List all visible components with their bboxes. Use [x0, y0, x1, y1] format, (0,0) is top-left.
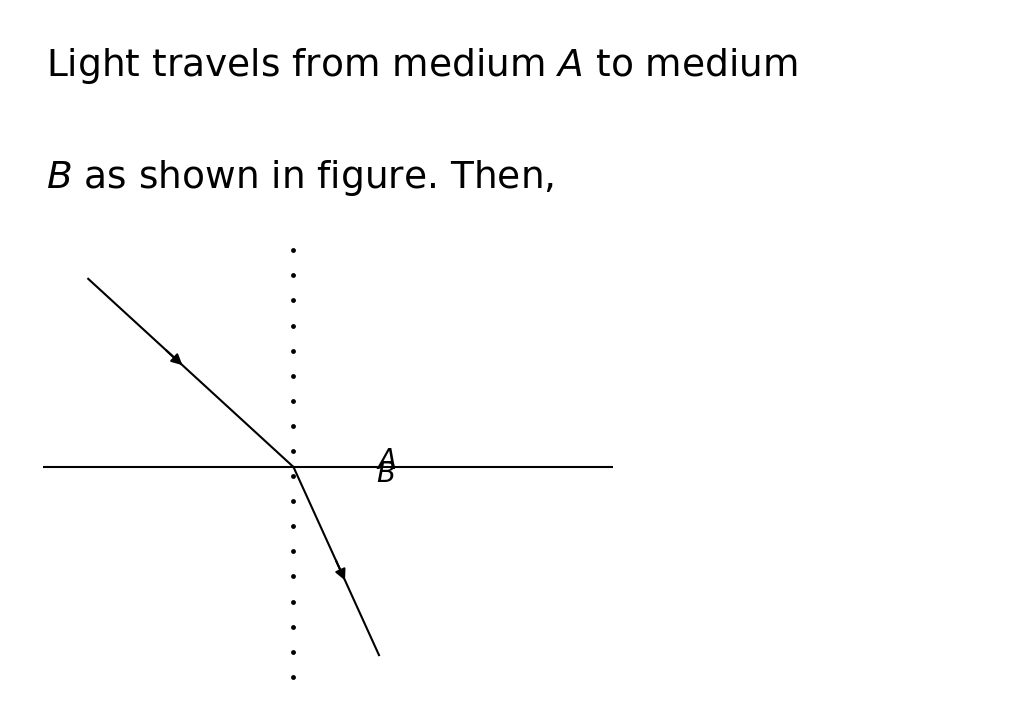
- Text: $\mathit{B}$ as shown in figure. Then,: $\mathit{B}$ as shown in figure. Then,: [46, 158, 554, 198]
- Text: $B$: $B$: [376, 460, 395, 488]
- Text: Light travels from medium $\mathit{A}$ to medium: Light travels from medium $\mathit{A}$ t…: [46, 46, 798, 86]
- Text: $A$: $A$: [376, 447, 396, 475]
